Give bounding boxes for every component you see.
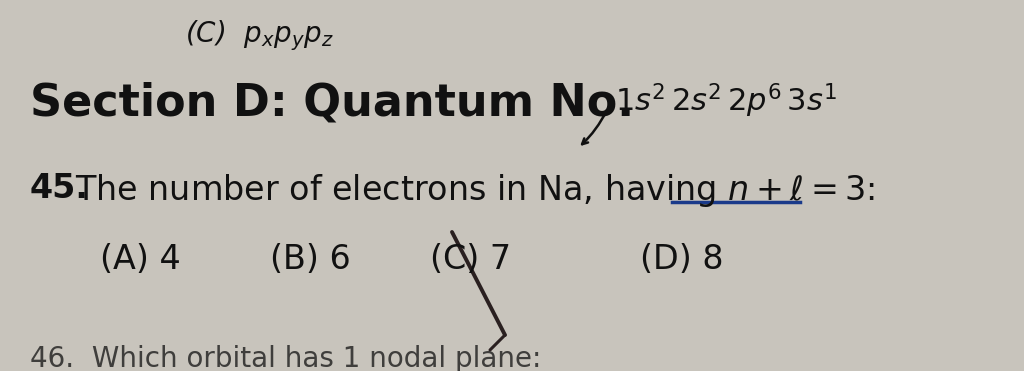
Text: (D) 8: (D) 8: [640, 243, 724, 276]
Text: 46.  Which orbital has 1 nodal plane:: 46. Which orbital has 1 nodal plane:: [30, 345, 542, 371]
Text: The number of electrons in Na, having $n+\ell=3$:: The number of electrons in Na, having $n…: [75, 172, 876, 209]
Text: (C)  $p_xp_yp_z$: (C) $p_xp_yp_z$: [185, 18, 334, 53]
Text: $1s^2\,2s^2\,2p^6\,3s^1$: $1s^2\,2s^2\,2p^6\,3s^1$: [615, 82, 837, 121]
Text: (A) 4: (A) 4: [100, 243, 181, 276]
Text: 45.: 45.: [30, 172, 89, 205]
Text: (B) 6: (B) 6: [270, 243, 351, 276]
Text: Section D: Quantum No.: Section D: Quantum No.: [30, 82, 634, 125]
Text: (C) 7: (C) 7: [430, 243, 511, 276]
